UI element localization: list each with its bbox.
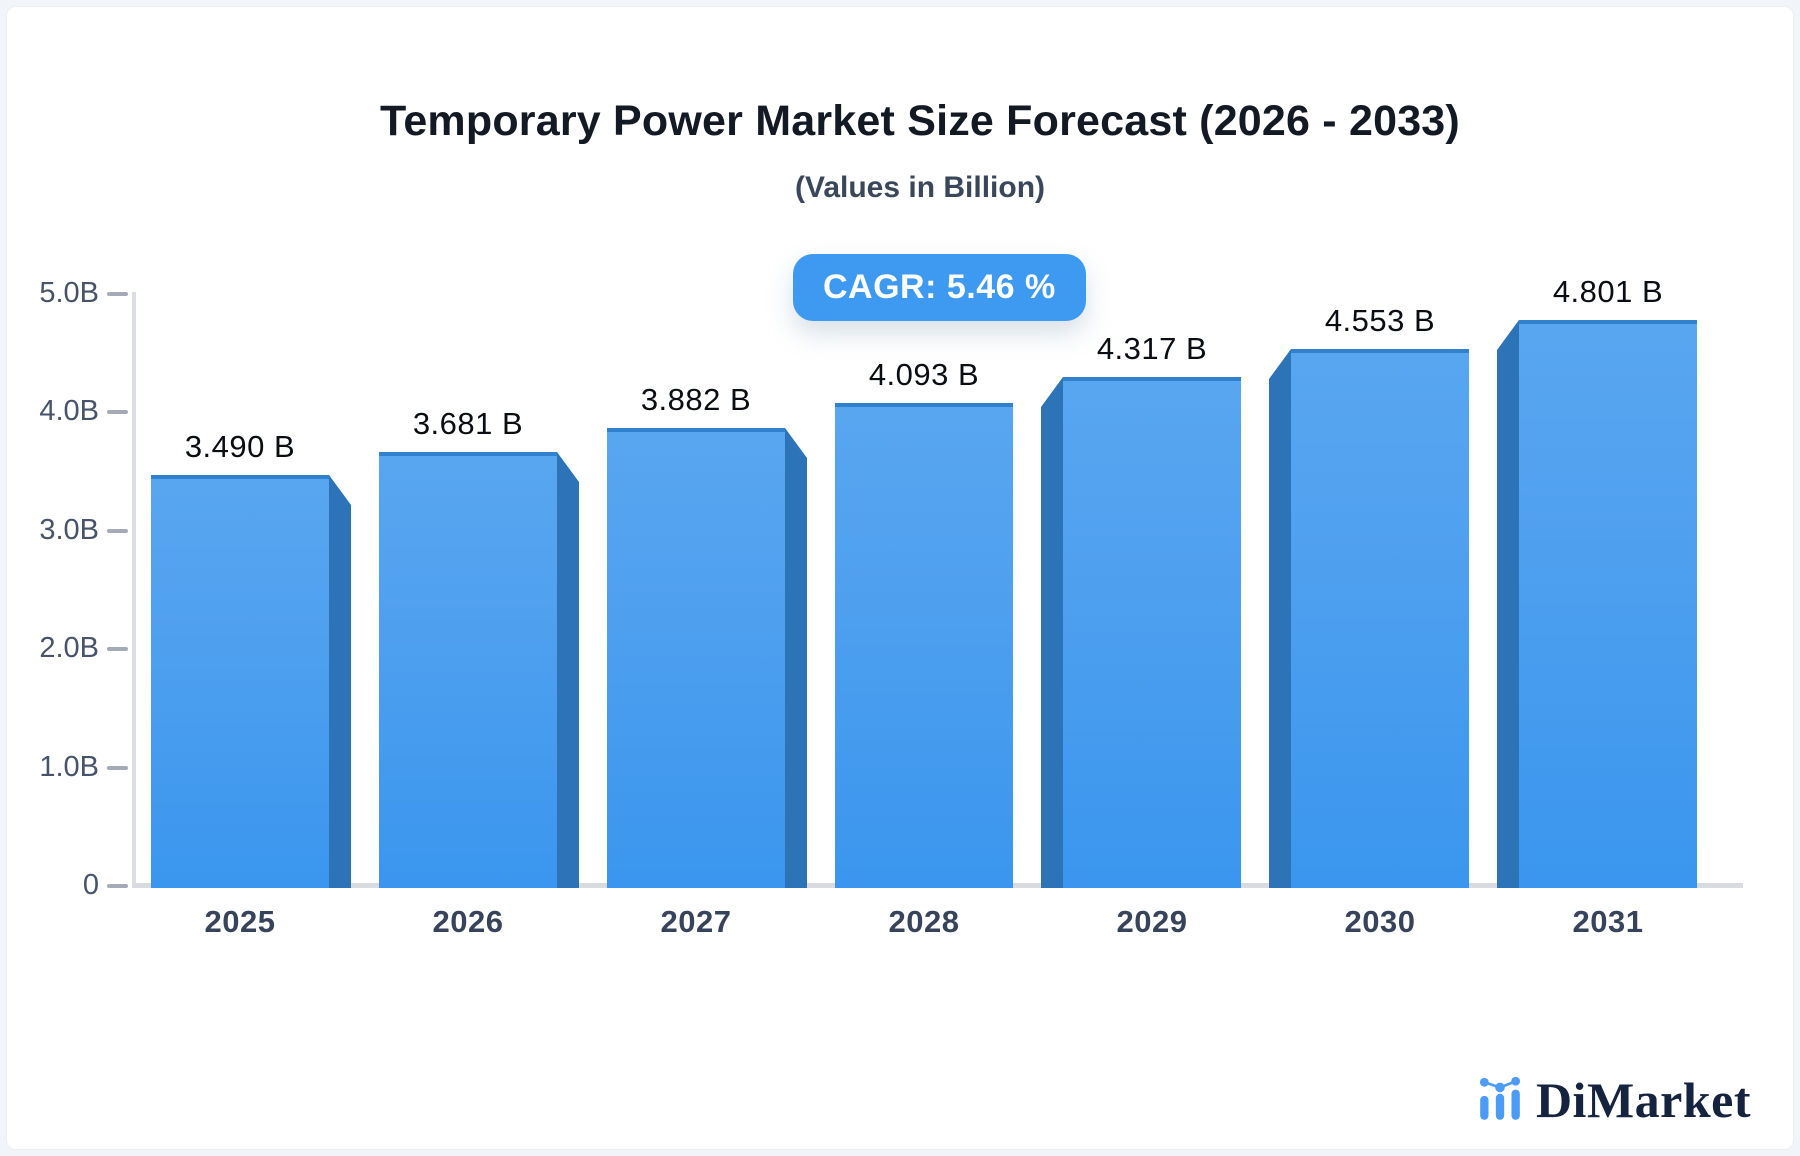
- y-axis-tick: [107, 647, 128, 652]
- y-axis-tick: [107, 765, 128, 770]
- bar-value-label: 3.681 B: [412, 406, 524, 441]
- dimarket-logo: DiMarket: [1476, 1071, 1751, 1129]
- bar-2029: [1063, 377, 1241, 888]
- bar-chart-line-icon: [1479, 1076, 1520, 1120]
- chart-title: Temporary Power Market Size Forecast (20…: [380, 97, 1460, 145]
- bar-chart-plot-area: 5.0B 4.0B 3.0B 2.0B 1.0B 0 3.490 B 2025 3.681 B 2…: [7, 7, 1793, 1149]
- bar-value-label: 3.490 B: [184, 429, 296, 464]
- chart-subtitle: (Values in Billion): [794, 171, 1046, 204]
- x-axis-category-label: 2025: [204, 904, 276, 939]
- y-axis-tick: [107, 292, 128, 296]
- bar-2025-side-panel: [329, 475, 351, 888]
- x-axis-category-label: 2031: [1572, 904, 1644, 939]
- y-axis-tick-label: 2.0B: [39, 632, 99, 665]
- x-axis-category-label: 2029: [1116, 904, 1188, 939]
- y-axis-tick-label: 5.0B: [39, 277, 99, 309]
- bar-2031-side-panel: [1497, 320, 1519, 888]
- y-axis-tick-label: 4.0B: [39, 395, 99, 428]
- bar-2030-side-panel: [1269, 349, 1291, 888]
- x-axis-category-label: 2028: [888, 904, 960, 939]
- y-axis-tick: [107, 410, 128, 415]
- bar-2026: [379, 452, 557, 888]
- y-axis-tick-label: 3.0B: [39, 513, 99, 546]
- bar-value-label: 4.801 B: [1552, 274, 1664, 309]
- bar-2031: [1519, 320, 1697, 888]
- y-axis-tick-label: 1.0B: [39, 750, 99, 783]
- y-axis-tick-label: 0: [82, 869, 99, 901]
- bar-2026-side-panel: [557, 452, 579, 888]
- y-axis-line: [132, 292, 136, 886]
- bar-value-label: 4.317 B: [1096, 331, 1208, 366]
- bar-2027: [607, 428, 785, 888]
- bar-2027-side-panel: [785, 428, 807, 888]
- bar-value-label: 4.093 B: [868, 357, 980, 392]
- cagr-badge: CAGR: 5.46 %: [793, 254, 1086, 321]
- x-axis-category-label: 2026: [432, 904, 504, 939]
- chart-card: Temporary Power Market Size Forecast (20…: [6, 6, 1794, 1150]
- y-axis-tick: [107, 884, 128, 888]
- y-axis-tick: [107, 528, 128, 533]
- bar-value-label: 4.553 B: [1324, 303, 1436, 338]
- bar-2030: [1291, 349, 1469, 888]
- bar-2025: [151, 475, 329, 888]
- bar-2029-side-panel: [1041, 377, 1063, 888]
- bar-2028: [835, 403, 1013, 888]
- x-axis-category-label: 2027: [660, 904, 732, 939]
- dimarket-logo-text: DiMarket: [1535, 1072, 1751, 1128]
- bar-value-label: 3.882 B: [640, 382, 752, 417]
- x-axis-category-label: 2030: [1344, 904, 1416, 939]
